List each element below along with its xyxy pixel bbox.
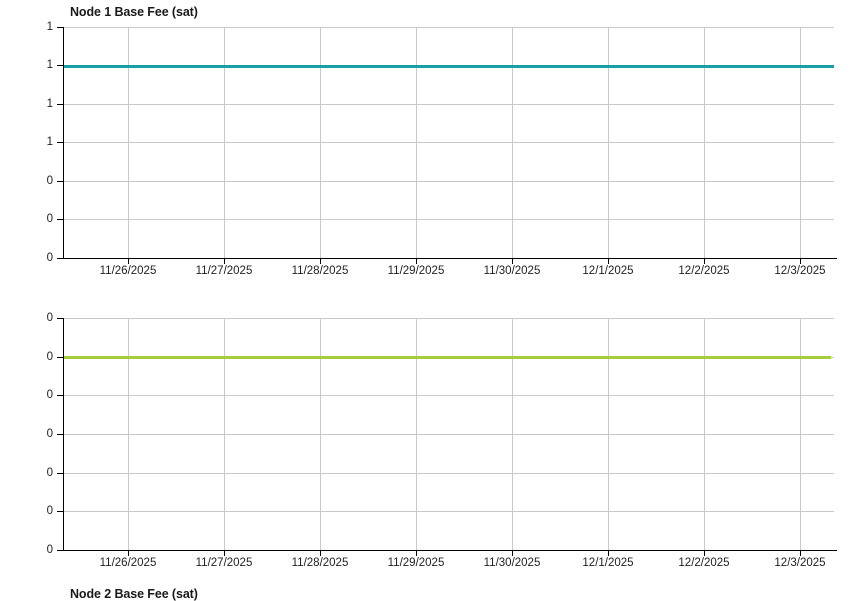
- x-tick-label: 11/28/2025: [291, 265, 349, 277]
- gridline-horizontal: [64, 27, 834, 28]
- y-tick-mark: [57, 395, 63, 396]
- gridline-horizontal: [64, 142, 834, 143]
- y-axis-line-node-2: [63, 318, 64, 551]
- gridline-horizontal: [64, 395, 834, 396]
- y-tick-mark: [57, 473, 63, 474]
- y-tick-label: 0: [46, 544, 53, 556]
- x-tick-label: 11/30/2025: [483, 265, 541, 277]
- y-tick-mark: [57, 550, 63, 551]
- y-tick-mark: [57, 434, 63, 435]
- gridline-horizontal: [64, 318, 834, 319]
- y-tick-label: 0: [46, 389, 53, 401]
- x-tick-mark: [416, 550, 417, 556]
- x-tick-mark: [128, 550, 129, 556]
- gridline-vertical: [224, 318, 225, 550]
- y-tick-mark: [57, 357, 63, 358]
- y-tick-mark: [57, 181, 63, 182]
- x-tick-label: 11/28/2025: [291, 557, 349, 569]
- x-tick-label: 11/26/2025: [99, 557, 157, 569]
- y-tick-label: 0: [46, 351, 53, 363]
- x-tick-label: 12/3/2025: [774, 557, 826, 569]
- gridline-vertical: [704, 27, 705, 258]
- x-tick-mark: [608, 550, 609, 556]
- y-tick-label: 0: [46, 175, 53, 187]
- x-tick-label: 11/27/2025: [195, 557, 253, 569]
- gridline-vertical: [704, 318, 705, 550]
- x-tick-label: 11/29/2025: [387, 265, 445, 277]
- gridline-horizontal: [64, 511, 834, 512]
- chart-title-node-2: Node 2 Base Fee (sat): [70, 587, 198, 601]
- x-tick-label: 11/27/2025: [195, 265, 253, 277]
- gridline-horizontal: [64, 104, 834, 105]
- y-tick-label: 0: [46, 252, 53, 264]
- gridline-horizontal: [64, 473, 834, 474]
- chart-title-node-1: Node 1 Base Fee (sat): [70, 5, 198, 19]
- x-tick-mark: [512, 550, 513, 556]
- y-tick-label: 1: [46, 59, 53, 71]
- series-line-node-2: [64, 356, 831, 359]
- x-tick-label: 11/30/2025: [483, 557, 541, 569]
- x-tick-mark: [800, 550, 801, 556]
- x-tick-label: 12/1/2025: [582, 557, 634, 569]
- y-tick-label: 1: [46, 136, 53, 148]
- y-tick-mark: [57, 219, 63, 220]
- chart-panel-node-1: Node 1 Base Fee (sat): [0, 0, 860, 290]
- gridline-vertical: [128, 318, 129, 550]
- y-tick-label: 0: [46, 312, 53, 324]
- x-tick-label: 12/1/2025: [582, 265, 634, 277]
- y-tick-mark: [57, 65, 63, 66]
- gridline-horizontal: [64, 181, 834, 182]
- x-tick-label: 12/2/2025: [678, 557, 730, 569]
- x-tick-mark: [608, 258, 609, 264]
- gridline-vertical: [224, 27, 225, 258]
- gridline-vertical: [800, 27, 801, 258]
- y-tick-label: 1: [46, 21, 53, 33]
- x-tick-mark: [128, 258, 129, 264]
- gridline-vertical: [320, 318, 321, 550]
- chart-panel-node-2: Node 2 Base Fee (sat): [0, 291, 860, 601]
- x-tick-mark: [704, 258, 705, 264]
- y-tick-mark: [57, 258, 63, 259]
- x-tick-mark: [320, 550, 321, 556]
- y-tick-label: 0: [46, 467, 53, 479]
- gridline-vertical: [128, 27, 129, 258]
- gridline-vertical: [608, 27, 609, 258]
- gridline-vertical: [800, 318, 801, 550]
- gridline-vertical: [320, 27, 321, 258]
- y-tick-label: 0: [46, 428, 53, 440]
- x-tick-mark: [224, 258, 225, 264]
- gridline-vertical: [512, 318, 513, 550]
- x-tick-mark: [416, 258, 417, 264]
- y-tick-mark: [57, 142, 63, 143]
- y-tick-mark: [57, 27, 63, 28]
- x-tick-label: 11/29/2025: [387, 557, 445, 569]
- x-tick-mark: [512, 258, 513, 264]
- y-axis-line-node-1: [63, 27, 64, 259]
- gridline-vertical: [416, 318, 417, 550]
- x-tick-mark: [320, 258, 321, 264]
- x-tick-mark: [704, 550, 705, 556]
- gridline-vertical: [416, 27, 417, 258]
- y-tick-label: 0: [46, 505, 53, 517]
- y-tick-mark: [57, 318, 63, 319]
- x-axis-line-node-2: [57, 550, 837, 551]
- x-tick-mark: [224, 550, 225, 556]
- gridline-vertical: [608, 318, 609, 550]
- gridline-horizontal: [64, 219, 834, 220]
- x-tick-label: 12/3/2025: [774, 265, 826, 277]
- y-tick-mark: [57, 511, 63, 512]
- y-tick-label: 0: [46, 213, 53, 225]
- gridline-vertical: [512, 27, 513, 258]
- x-tick-label: 12/2/2025: [678, 265, 730, 277]
- x-tick-mark: [800, 258, 801, 264]
- y-tick-mark: [57, 104, 63, 105]
- y-tick-label: 1: [46, 98, 53, 110]
- x-tick-label: 11/26/2025: [99, 265, 157, 277]
- gridline-horizontal: [64, 434, 834, 435]
- x-axis-line-node-1: [57, 258, 837, 259]
- series-line-node-1: [64, 65, 834, 68]
